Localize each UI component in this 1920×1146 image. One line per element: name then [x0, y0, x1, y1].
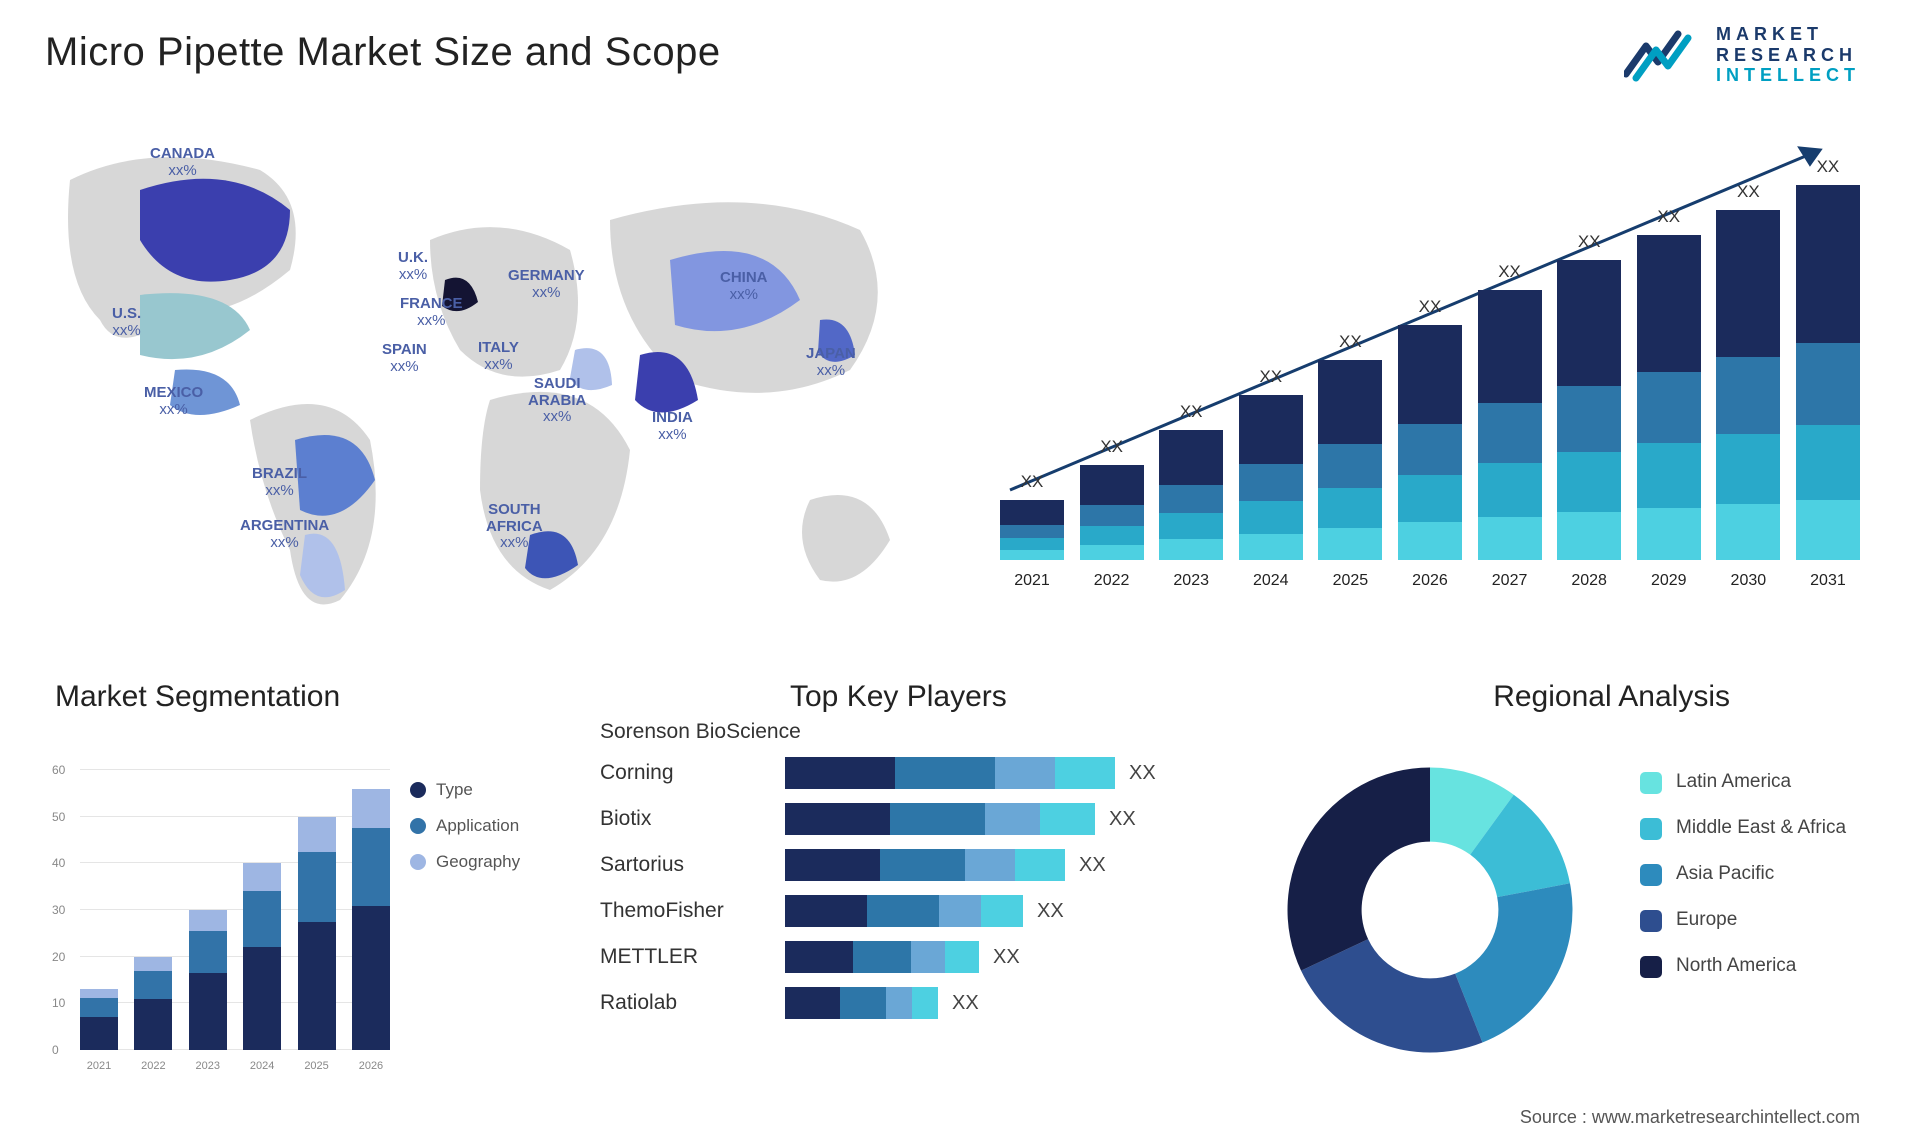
market-bar-year: 2024	[1239, 572, 1303, 590]
market-bar-year: 2022	[1080, 572, 1144, 590]
seg-bar-2024: 2024	[243, 863, 281, 1050]
seg-bar-2022: 2022	[134, 957, 172, 1050]
market-bar-2028: 2028XX	[1557, 260, 1621, 560]
market-bar-2029: 2029XX	[1637, 235, 1701, 560]
seg-legend-geography: Geography	[410, 852, 560, 872]
keyplayers-subtitle: Sorenson BioScience	[600, 720, 1250, 744]
market-bar-value: XX	[1000, 472, 1064, 492]
market-bar-value: XX	[1637, 207, 1701, 227]
market-bar-year: 2025	[1318, 572, 1382, 590]
donut-legend-europe: Europe	[1640, 908, 1860, 932]
segmentation-bars: 2021 2022 2023 2024 2025 2026	[80, 770, 390, 1050]
key-players-chart: Sorenson BioScience CorningXXBiotixXXSar…	[600, 720, 1250, 1100]
map-label-u-k-: U.K.xx%	[398, 250, 428, 283]
seg-legend-type: Type	[410, 780, 560, 800]
market-bar-year: 2030	[1716, 572, 1780, 590]
map-label-argentina: ARGENTINAxx%	[240, 518, 329, 551]
market-bar-value: XX	[1318, 332, 1382, 352]
brand-logo: MARKET RESEARCH INTELLECT	[1624, 24, 1860, 86]
map-label-france: FRANCExx%	[400, 296, 463, 329]
market-size-chart: 2021XX2022XX2023XX2024XX2025XX2026XX2027…	[1000, 130, 1860, 600]
market-bar-value: XX	[1557, 232, 1621, 252]
regional-analysis-chart: Latin America Middle East & Africa Asia Pa…	[1280, 720, 1860, 1100]
map-label-india: INDIAxx%	[652, 410, 693, 443]
kp-row-mettler: METTLERXX	[600, 934, 1250, 980]
seg-bar-2023: 2023	[189, 910, 227, 1050]
logo-line2: RESEARCH	[1716, 45, 1860, 66]
market-bar-2022: 2022XX	[1080, 465, 1144, 560]
world-map: CANADAxx% U.S.xx% MEXICOxx% BRAZILxx% ARGENT…	[30, 120, 930, 640]
map-label-south-africa: SOUTHAFRICAxx%	[486, 502, 543, 552]
kp-row-themofisher: ThemoFisherXX	[600, 888, 1250, 934]
map-label-mexico: MEXICOxx%	[144, 385, 203, 418]
map-label-canada: CANADAxx%	[150, 146, 215, 179]
donut-legend-north-america: North America	[1640, 954, 1860, 978]
logo-mark-icon	[1624, 26, 1702, 84]
market-bar-2023: 2023XX	[1159, 430, 1223, 560]
map-label-spain: SPAINxx%	[382, 342, 427, 375]
market-bar-value: XX	[1796, 157, 1860, 177]
market-bar-year: 2031	[1796, 572, 1860, 590]
keyplayers-rows: CorningXXBiotixXXSartoriusXXThemoFisherX…	[600, 750, 1250, 1026]
market-bar-2024: 2024XX	[1239, 395, 1303, 560]
kp-row-sartorius: SartoriusXX	[600, 842, 1250, 888]
market-bar-value: XX	[1716, 182, 1780, 202]
keyplayers-title: Top Key Players	[790, 680, 1007, 714]
donut-svg	[1280, 760, 1580, 1060]
market-bar-2025: 2025XX	[1318, 360, 1382, 560]
market-bar-year: 2026	[1398, 572, 1462, 590]
market-bar-value: XX	[1478, 262, 1542, 282]
logo-line3: INTELLECT	[1716, 65, 1860, 86]
donut-legend-asia-pacific: Asia Pacific	[1640, 862, 1860, 886]
market-bar-year: 2027	[1478, 572, 1542, 590]
logo-line1: MARKET	[1716, 24, 1860, 45]
donut-legend-latin-america: Latin America	[1640, 770, 1860, 794]
map-label-brazil: BRAZILxx%	[252, 466, 307, 499]
seg-bar-2021: 2021	[80, 989, 118, 1050]
market-bar-value: XX	[1239, 367, 1303, 387]
seg-legend-application: Application	[410, 816, 560, 836]
seg-bar-2026: 2026	[352, 789, 390, 1050]
map-label-italy: ITALYxx%	[478, 340, 519, 373]
kp-row-ratiolab: RatiolabXX	[600, 980, 1250, 1026]
map-label-germany: GERMANYxx%	[508, 268, 585, 301]
market-bar-value: XX	[1398, 297, 1462, 317]
map-label-china: CHINAxx%	[720, 270, 768, 303]
market-bar-2031: 2031XX	[1796, 185, 1860, 560]
market-bar-value: XX	[1159, 402, 1223, 422]
donut-legend-middle-east-africa: Middle East & Africa	[1640, 816, 1860, 840]
market-bar-year: 2029	[1637, 572, 1701, 590]
market-bar-2021: 2021XX	[1000, 500, 1064, 560]
market-bar-2027: 2027XX	[1478, 290, 1542, 560]
market-bar-year: 2023	[1159, 572, 1223, 590]
market-bar-year: 2021	[1000, 572, 1064, 590]
segmentation-chart: 0102030405060 202120222023202420252026 T…	[40, 720, 560, 1080]
market-bar-2026: 2026XX	[1398, 325, 1462, 560]
segmentation-legend: Type Application Geography	[410, 780, 560, 888]
map-label-japan: JAPANxx%	[806, 346, 856, 379]
kp-row-corning: CorningXX	[600, 750, 1250, 796]
segmentation-title: Market Segmentation	[55, 680, 340, 714]
market-bar-value: XX	[1080, 437, 1144, 457]
map-label-saudi-arabia: SAUDIARABIAxx%	[528, 376, 586, 426]
regional-title: Regional Analysis	[1493, 680, 1730, 714]
donut-legend: Latin America Middle East & Africa Asia Pa…	[1640, 770, 1860, 1000]
page-title: Micro Pipette Market Size and Scope	[45, 30, 721, 75]
world-map-svg	[30, 120, 930, 640]
seg-bar-2025: 2025	[298, 817, 336, 1050]
kp-row-biotix: BiotixXX	[600, 796, 1250, 842]
donut-slice-north-america	[1288, 768, 1431, 971]
market-bar-2030: 2030XX	[1716, 210, 1780, 560]
market-bar-year: 2028	[1557, 572, 1621, 590]
map-label-u-s-: U.S.xx%	[112, 306, 141, 339]
source-text: Source : www.marketresearchintellect.com	[1520, 1107, 1860, 1128]
main-bar-group: 2021XX 2022XX2023XX2024XX2025XX2026XX2027…	[1000, 180, 1860, 560]
